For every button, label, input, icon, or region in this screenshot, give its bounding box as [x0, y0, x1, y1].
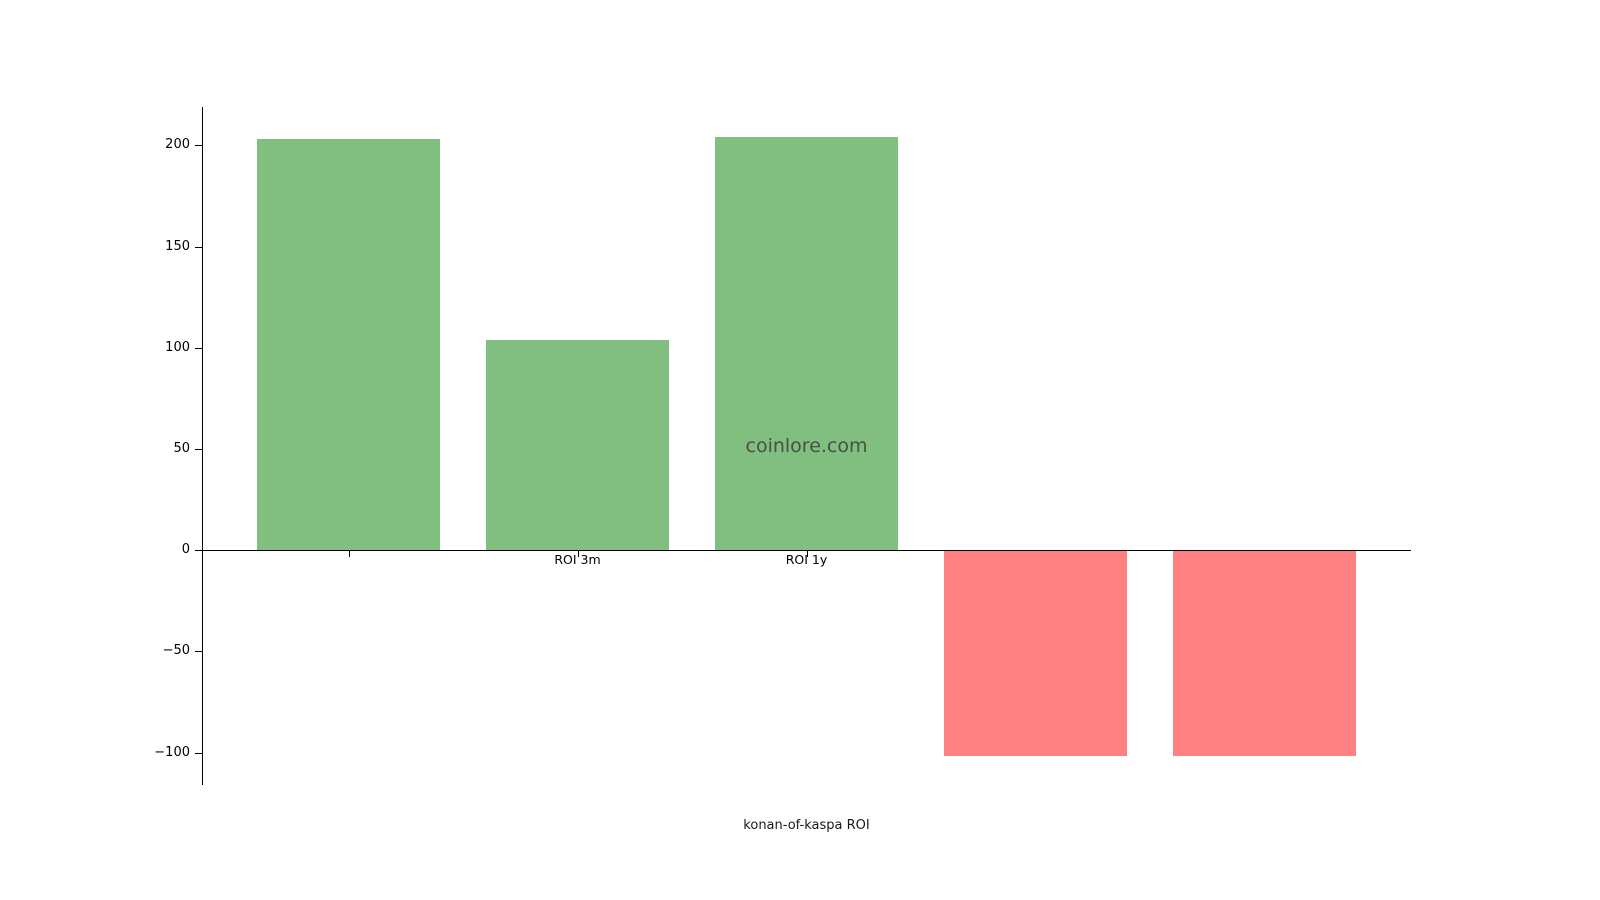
y-tick — [195, 347, 202, 349]
y-tick-label: 50 — [173, 441, 190, 457]
y-tick — [195, 550, 202, 552]
y-tick — [195, 145, 202, 147]
y-tick-label: 200 — [165, 137, 190, 153]
bar-roi-3m — [485, 339, 670, 551]
x-tick-label: ROI 1y — [785, 552, 828, 568]
y-tick — [195, 449, 202, 451]
x-tick — [806, 550, 808, 558]
x-tick — [348, 550, 350, 558]
watermark: coinlore.com — [745, 435, 868, 457]
y-tick — [195, 246, 202, 248]
bar-roi-1y — [714, 137, 899, 551]
y-axis-spine — [202, 107, 203, 785]
y-tick — [195, 651, 202, 653]
y-tick-label: 100 — [165, 339, 190, 355]
x-tick-label: ROI 3m — [554, 552, 601, 568]
y-tick-label: 150 — [165, 238, 190, 254]
y-tick-label: −100 — [154, 744, 190, 760]
y-tick-label: −50 — [162, 643, 190, 659]
bar-series-3 — [943, 551, 1128, 756]
y-tick — [195, 752, 202, 754]
y-tick-label: 0 — [181, 542, 190, 558]
bar-series-0 — [256, 139, 441, 551]
chart-title: konan-of-kaspa ROI — [743, 818, 870, 833]
x-tick — [577, 550, 579, 558]
bar-series-4 — [1172, 551, 1357, 756]
